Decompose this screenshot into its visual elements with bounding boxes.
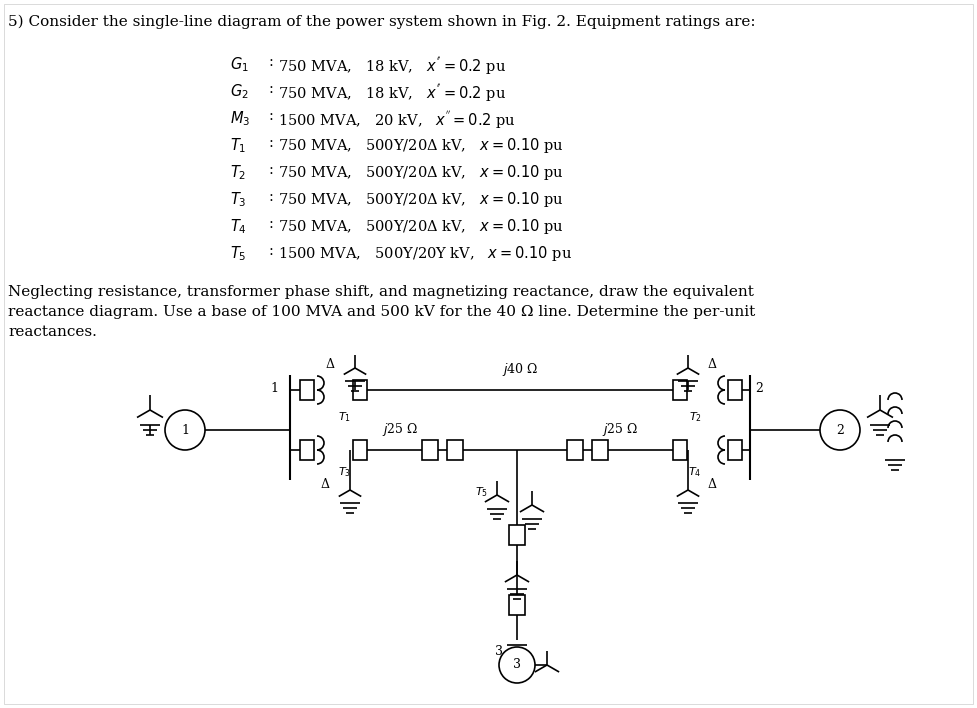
Bar [447,440,463,460]
Text: 3: 3 [513,658,521,671]
Text: $G_2$: $G_2$ [230,82,249,101]
Text: 1500 MVA,   500Y/20Y kV,   $x = 0.10$ pu: 1500 MVA, 500Y/20Y kV, $x = 0.10$ pu [278,244,573,263]
Text: $M_3$: $M_3$ [230,109,250,127]
Bar [592,440,608,460]
Text: 750 MVA,   18 kV,   $x^{''} = 0.2$ pu: 750 MVA, 18 kV, $x^{''} = 0.2$ pu [278,55,506,77]
Text: 2: 2 [836,423,844,437]
Text: :: : [268,82,273,96]
Text: Δ: Δ [707,478,716,491]
Text: $T_4$: $T_4$ [230,217,247,236]
Text: reactance diagram. Use a base of 100 MVA and 500 kV for the 40 Ω line. Determine: reactance diagram. Use a base of 100 MVA… [8,305,755,319]
Text: 750 MVA,   18 kV,   $x^{''} = 0.2$ pu: 750 MVA, 18 kV, $x^{''} = 0.2$ pu [278,82,506,104]
Text: 750 MVA,   500Y/20Δ kV,   $x = 0.10$ pu: 750 MVA, 500Y/20Δ kV, $x = 0.10$ pu [278,217,564,236]
Text: reactances.: reactances. [8,325,97,339]
Text: :: : [268,163,273,177]
Text: 1500 MVA,   20 kV,   $x^{''} = 0.2$ pu: 1500 MVA, 20 kV, $x^{''} = 0.2$ pu [278,109,516,131]
Text: :: : [268,190,273,204]
Text: $T_2$: $T_2$ [230,163,246,182]
Text: $T_4$: $T_4$ [689,465,701,479]
Text: $T_3$: $T_3$ [230,190,246,209]
Text: 1: 1 [270,382,278,395]
Text: Neglecting resistance, transformer phase shift, and magnetizing reactance, draw : Neglecting resistance, transformer phase… [8,285,754,299]
Bar [300,380,314,400]
Bar [673,440,687,460]
Text: :: : [268,217,273,231]
Bar [509,525,525,545]
Text: 5) Consider the single-line diagram of the power system shown in Fig. 2. Equipme: 5) Consider the single-line diagram of t… [8,15,755,30]
Bar [353,380,367,400]
Text: Δ: Δ [707,358,716,371]
Bar [567,440,583,460]
Text: :: : [268,136,273,150]
Text: Δ: Δ [320,478,329,491]
Bar [300,440,314,460]
Text: $T_5$: $T_5$ [230,244,246,263]
Text: $T_3$: $T_3$ [338,465,352,479]
Text: Δ: Δ [325,358,334,371]
Text: $G_1$: $G_1$ [230,55,249,74]
Text: $T_1$: $T_1$ [230,136,246,155]
Text: $j$25 Ω: $j$25 Ω [382,421,418,438]
Text: 1: 1 [181,423,189,437]
Bar [673,380,687,400]
Text: $T_1$: $T_1$ [338,410,352,424]
Bar [509,595,525,615]
Text: :: : [268,55,273,69]
Bar [422,440,438,460]
Text: 3: 3 [495,645,503,658]
Text: :: : [268,109,273,123]
Bar [353,440,367,460]
Text: $T_2$: $T_2$ [689,410,701,424]
Bar [728,440,742,460]
Text: 2: 2 [755,382,763,395]
Text: $T_5$: $T_5$ [476,485,488,499]
Text: $j$40 Ω: $j$40 Ω [502,361,538,378]
Bar [728,380,742,400]
Text: 750 MVA,   500Y/20Δ kV,   $x = 0.10$ pu: 750 MVA, 500Y/20Δ kV, $x = 0.10$ pu [278,136,564,155]
Text: 750 MVA,   500Y/20Δ kV,   $x = 0.10$ pu: 750 MVA, 500Y/20Δ kV, $x = 0.10$ pu [278,190,564,209]
Text: :: : [268,244,273,258]
Text: $j$25 Ω: $j$25 Ω [602,421,638,438]
Text: 750 MVA,   500Y/20Δ kV,   $x = 0.10$ pu: 750 MVA, 500Y/20Δ kV, $x = 0.10$ pu [278,163,564,182]
